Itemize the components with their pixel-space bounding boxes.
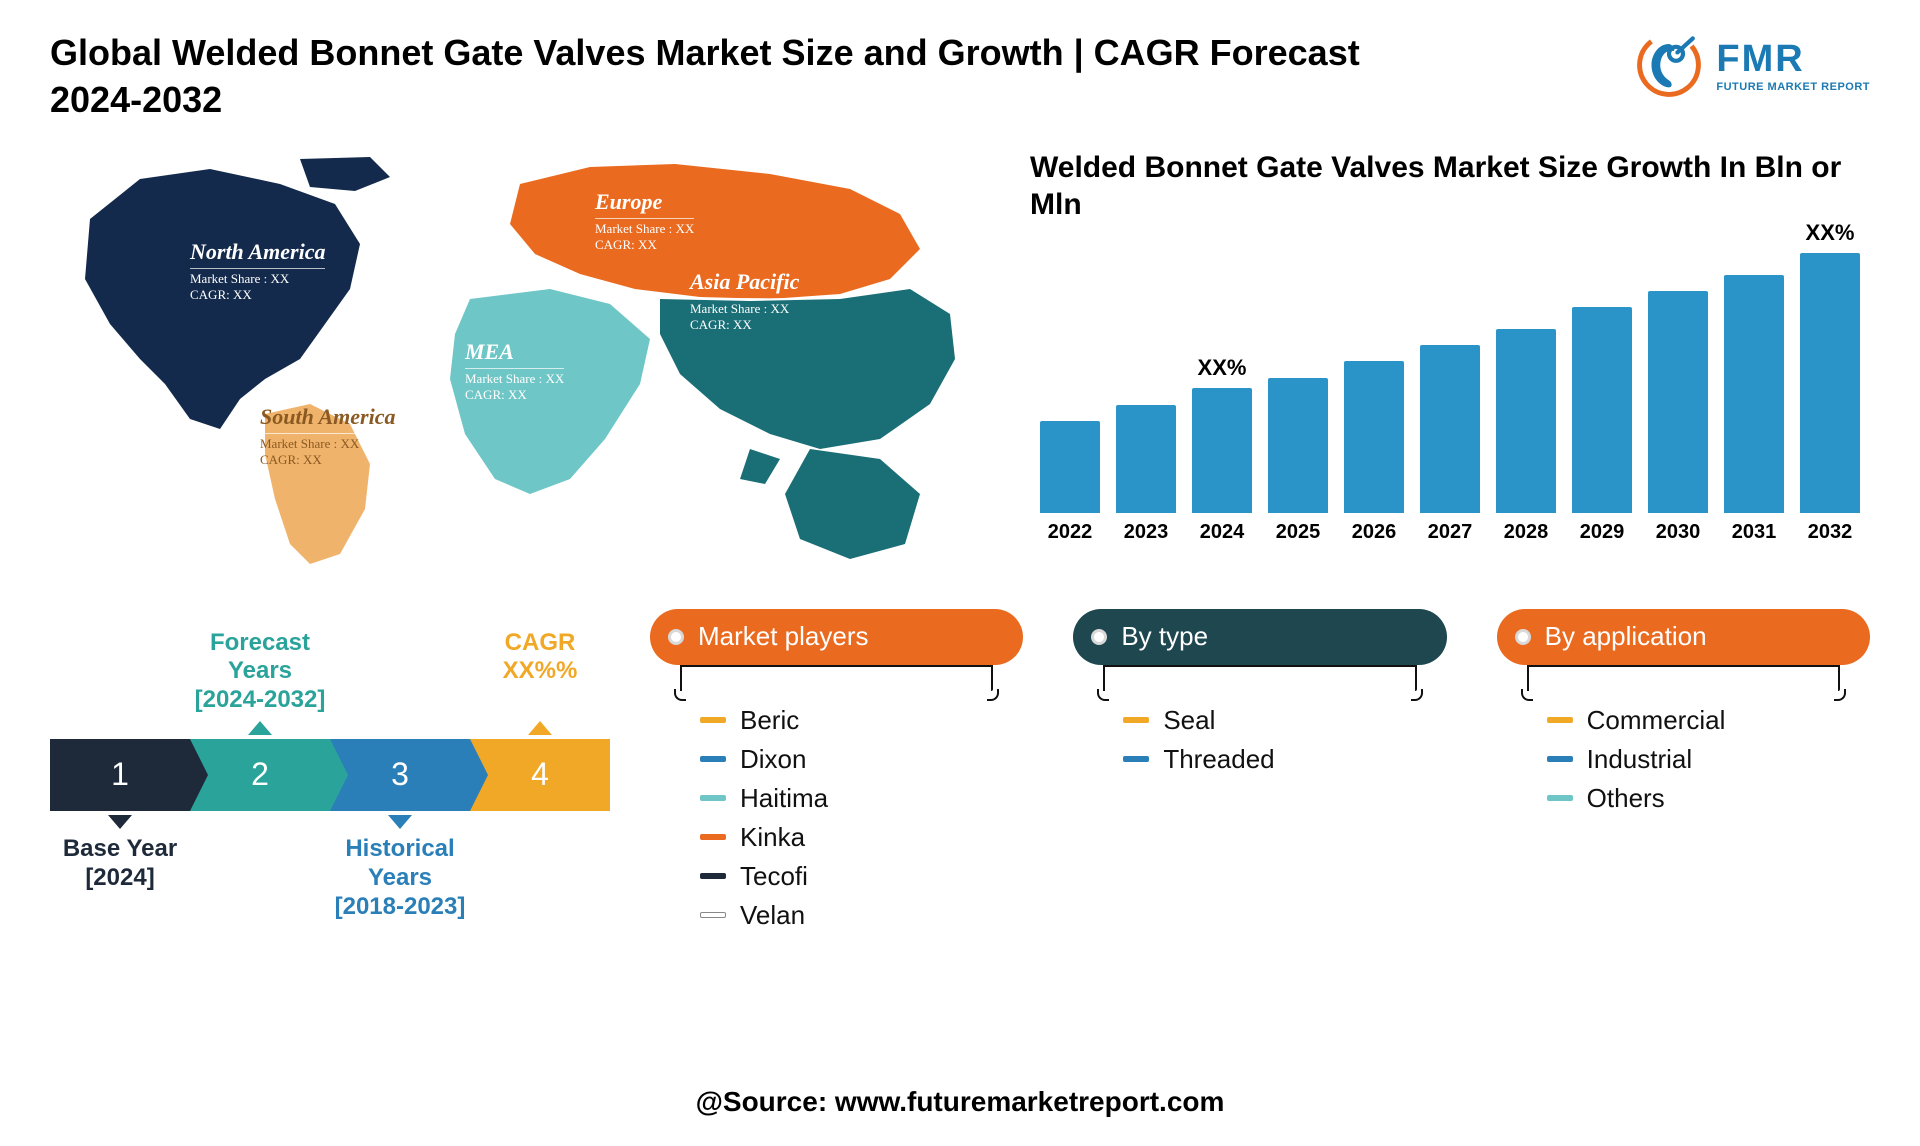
bar-2027: 2027 [1420, 234, 1480, 544]
bar-2028: 2028 [1496, 234, 1556, 544]
logo-fmr-text: FMR [1716, 38, 1870, 81]
timeline-label-2: Forecast Years[2024-2032] [190, 629, 330, 715]
bar-2023: 2023 [1116, 234, 1176, 544]
bar-2031: 2031 [1724, 234, 1784, 544]
source-attribution: @Source: www.futuremarketreport.com [696, 1086, 1225, 1118]
bar-2032: XX%2032 [1800, 234, 1860, 544]
category-item: Threaded [1123, 744, 1446, 775]
map-label-europe: EuropeMarket Share : XXCAGR: XX [595, 189, 694, 255]
bar-2029: 2029 [1572, 234, 1632, 544]
timeline-seg-2: 2 [190, 739, 330, 811]
category-pill: Market players [650, 609, 1023, 665]
bar-2030: 2030 [1648, 234, 1708, 544]
category-item: Dixon [700, 744, 1023, 775]
chart-title: Welded Bonnet Gate Valves Market Size Gr… [1030, 149, 1870, 224]
category-item: Commercial [1547, 705, 1870, 736]
category-item: Tecofi [700, 861, 1023, 892]
pill-dot-icon [1515, 629, 1531, 645]
top-row: North AmericaMarket Share : XXCAGR: XX So… [50, 149, 1870, 569]
bracket-icon [1103, 665, 1416, 695]
bar-chart: 2022 2023 XX%2024 2025 2026 2027 2028 2029 2030 2… [1030, 234, 1870, 544]
timeline-seg-3: 3 [330, 739, 470, 811]
logo-text: FMR FUTURE MARKET REPORT [1716, 38, 1870, 93]
category-item: Haitima [700, 783, 1023, 814]
bar-chart-area: Welded Bonnet Gate Valves Market Size Gr… [1000, 149, 1870, 569]
page-title: Global Welded Bonnet Gate Valves Market … [50, 30, 1450, 124]
pill-dot-icon [1091, 629, 1107, 645]
bracket-icon [680, 665, 993, 695]
category-pill: By type [1073, 609, 1446, 665]
bottom-row: Forecast Years[2024-2032]CAGR XX%% 1234 … [50, 609, 1870, 939]
bar-2026: 2026 [1344, 234, 1404, 544]
pill-dot-icon [668, 629, 684, 645]
category-item: Beric [700, 705, 1023, 736]
map-label-north_america: North AmericaMarket Share : XXCAGR: XX [190, 239, 325, 305]
map-label-asia_pacific: Asia PacificMarket Share : XXCAGR: XX [690, 269, 799, 335]
category-item: Kinka [700, 822, 1023, 853]
timeline-seg-1: 1 [50, 739, 190, 811]
category-0: Market players Beric Dixon Haitima Kinka Tec… [650, 609, 1023, 939]
logo-icon [1634, 30, 1704, 100]
category-item: Industrial [1547, 744, 1870, 775]
categories: Market players Beric Dixon Haitima Kinka Tec… [650, 609, 1870, 939]
timeline-seg-4: 4 [470, 739, 610, 811]
logo-subtitle: FUTURE MARKET REPORT [1716, 81, 1870, 93]
timeline-label-1: Base Year[2024] [50, 835, 190, 893]
category-item: Seal [1123, 705, 1446, 736]
timeline-label-4: CAGR XX%% [470, 629, 610, 687]
bar-2025: 2025 [1268, 234, 1328, 544]
bar-2024: XX%2024 [1192, 234, 1252, 544]
fmr-logo: FMR FUTURE MARKET REPORT [1634, 30, 1870, 100]
map-label-south_america: South AmericaMarket Share : XXCAGR: XX [260, 404, 396, 470]
bar-2022: 2022 [1040, 234, 1100, 544]
header: Global Welded Bonnet Gate Valves Market … [50, 30, 1870, 124]
timeline-label-3: Historical Years[2018-2023] [330, 835, 470, 921]
map-label-mea: MEAMarket Share : XXCAGR: XX [465, 339, 564, 405]
bracket-icon [1527, 665, 1840, 695]
world-map: North AmericaMarket Share : XXCAGR: XX So… [50, 149, 1000, 569]
category-item: Velan [700, 900, 1023, 931]
category-pill: By application [1497, 609, 1870, 665]
category-2: By application Commercial Industrial Other… [1497, 609, 1870, 939]
category-item: Others [1547, 783, 1870, 814]
category-1: By type Seal Threaded [1073, 609, 1446, 939]
timeline: Forecast Years[2024-2032]CAGR XX%% 1234 … [50, 609, 610, 939]
